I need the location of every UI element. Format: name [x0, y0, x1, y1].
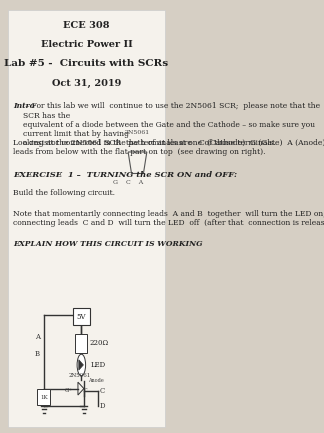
FancyBboxPatch shape — [75, 333, 87, 353]
Text: 220Ω: 220Ω — [90, 339, 109, 347]
Text: – For this lab we will  continue to use the 2N5061 SCR;  please note that the SC: – For this lab we will continue to use t… — [23, 103, 320, 147]
Text: EXPLAIN HOW THIS CIRCUIT IS WORKING: EXPLAIN HOW THIS CIRCUIT IS WORKING — [13, 240, 203, 248]
Text: 2N5061: 2N5061 — [125, 130, 150, 135]
Text: Anode: Anode — [88, 378, 104, 383]
Text: Electric Power II: Electric Power II — [40, 40, 132, 49]
Text: A: A — [35, 333, 40, 341]
Text: Looking at the 2N5061 SCR  the terminals are   C (Cathode)  G (Gate)  A (Anode) : Looking at the 2N5061 SCR the terminals … — [13, 139, 324, 156]
Text: C: C — [84, 388, 87, 393]
Text: ECE 308: ECE 308 — [63, 21, 110, 30]
FancyBboxPatch shape — [8, 10, 165, 427]
Text: D: D — [100, 402, 106, 410]
Text: EXERCISE  1 –  TURNING the SCR ON and OFF:: EXERCISE 1 – TURNING the SCR ON and OFF: — [13, 171, 237, 179]
Text: Note that momentarily connecting leads  A and B  together  will turn the LED on;: Note that momentarily connecting leads A… — [13, 210, 324, 227]
Circle shape — [77, 354, 86, 376]
Text: Intro: Intro — [13, 103, 35, 110]
FancyBboxPatch shape — [73, 308, 90, 325]
Text: B: B — [35, 350, 40, 358]
Text: LED: LED — [91, 361, 106, 369]
Text: C: C — [100, 387, 105, 395]
Text: G    C    A: G C A — [113, 180, 143, 185]
FancyBboxPatch shape — [38, 389, 51, 405]
Polygon shape — [79, 360, 83, 370]
Text: Lab #5 -  Circuits with SCRs: Lab #5 - Circuits with SCRs — [5, 59, 168, 68]
Text: Build the following circuit.: Build the following circuit. — [13, 188, 115, 197]
Text: 1K: 1K — [40, 395, 48, 400]
Text: G: G — [65, 388, 69, 393]
Text: 2N5061: 2N5061 — [68, 373, 91, 378]
Text: Oct 31, 2019: Oct 31, 2019 — [52, 79, 121, 88]
Text: 5V: 5V — [76, 313, 86, 321]
